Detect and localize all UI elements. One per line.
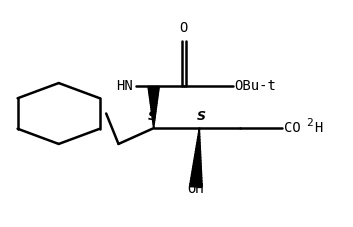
Polygon shape	[152, 114, 156, 116]
Polygon shape	[196, 149, 201, 152]
Polygon shape	[193, 160, 201, 163]
Polygon shape	[191, 172, 202, 175]
Polygon shape	[197, 137, 200, 140]
Polygon shape	[150, 99, 157, 101]
Polygon shape	[150, 101, 157, 103]
Polygon shape	[197, 140, 200, 143]
Polygon shape	[191, 178, 202, 181]
Text: OBu-t: OBu-t	[234, 79, 276, 94]
Text: OH: OH	[187, 182, 204, 196]
Polygon shape	[148, 86, 159, 89]
Polygon shape	[196, 146, 201, 149]
Polygon shape	[150, 103, 157, 105]
Text: CO: CO	[284, 121, 300, 135]
Text: O: O	[179, 20, 188, 35]
Polygon shape	[151, 107, 156, 109]
Polygon shape	[151, 109, 156, 111]
Polygon shape	[192, 166, 201, 169]
Polygon shape	[148, 89, 159, 91]
Polygon shape	[150, 105, 157, 107]
Text: S: S	[197, 109, 205, 123]
Polygon shape	[192, 169, 202, 172]
Polygon shape	[149, 95, 158, 97]
Polygon shape	[194, 157, 201, 160]
Text: H: H	[313, 121, 322, 135]
Polygon shape	[152, 118, 155, 120]
Polygon shape	[149, 97, 158, 99]
Polygon shape	[153, 124, 154, 126]
Polygon shape	[195, 152, 201, 155]
Polygon shape	[152, 120, 155, 122]
Polygon shape	[153, 126, 154, 128]
Polygon shape	[190, 184, 202, 187]
Polygon shape	[193, 163, 201, 166]
Polygon shape	[152, 116, 155, 118]
Text: 2: 2	[306, 118, 313, 128]
Polygon shape	[198, 134, 200, 137]
Text: S: S	[148, 109, 156, 123]
Polygon shape	[151, 111, 156, 114]
Polygon shape	[195, 155, 201, 158]
Polygon shape	[153, 122, 155, 124]
Polygon shape	[149, 91, 159, 93]
Polygon shape	[196, 143, 200, 146]
Text: HN: HN	[116, 79, 132, 94]
Polygon shape	[191, 175, 202, 178]
Polygon shape	[190, 181, 202, 184]
Polygon shape	[149, 93, 158, 95]
Polygon shape	[198, 131, 200, 134]
